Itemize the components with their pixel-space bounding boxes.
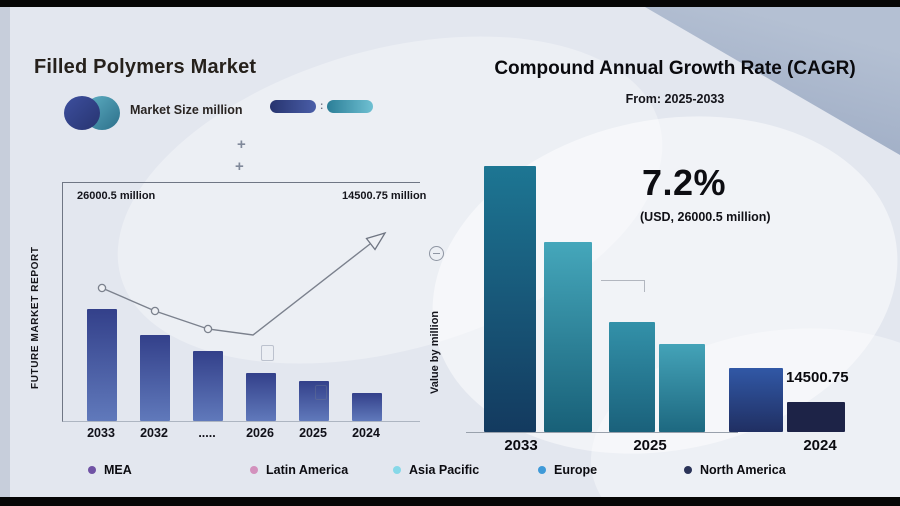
legend-dot-icon <box>393 466 401 474</box>
x-label-2024: 2024 <box>352 426 380 440</box>
cagr-x-label-2024: 2024 <box>803 437 837 454</box>
cagr-x-label-2033: 2033 <box>504 437 538 454</box>
cylinder-navy-half <box>64 96 100 130</box>
market-size-legend-label: Market Size million <box>130 103 243 117</box>
cagr-bar-2025-2 <box>659 344 705 432</box>
legend-item-europe: Europe <box>538 463 597 477</box>
cagr-bar-2033-2 <box>544 242 592 432</box>
x-label-.....: ..... <box>198 426 216 440</box>
cagr-caption: (USD, 26000.5 million) <box>640 210 771 224</box>
x-label-2025: 2025 <box>299 426 327 440</box>
top-border-strip <box>0 0 900 7</box>
cagr-bar-2033-1 <box>484 166 536 432</box>
value-label-2024: 14500.75 million <box>342 190 427 202</box>
watermark-icon <box>315 385 327 400</box>
plus-mark: + <box>237 136 246 153</box>
legend-item-mea: MEA <box>88 463 132 477</box>
teal-pill <box>327 100 374 113</box>
cagr-x-axis-line <box>466 432 738 433</box>
legend-dot-icon <box>250 466 258 474</box>
cagr-x-label-2025: 2025 <box>633 437 667 454</box>
cagr-title: Compound Annual Growth Rate (CAGR) <box>494 58 856 79</box>
legend-pills: : <box>270 100 374 113</box>
legend-label: North America <box>700 463 786 477</box>
legend-dot-icon <box>538 466 546 474</box>
cagr-subtitle: From: 2025-2033 <box>625 92 725 106</box>
pill-separator: : <box>320 101 324 112</box>
market-size-bar-2025 <box>299 381 329 421</box>
legend-label: Europe <box>554 463 598 477</box>
x-label-2032: 2032 <box>140 426 168 440</box>
x-label-2033: 2033 <box>87 426 115 440</box>
market-size-icon <box>64 96 122 130</box>
bottom-border-strip <box>0 497 900 506</box>
legend-item-latin-america: Latin America <box>250 463 348 477</box>
decorative-step-line <box>601 280 645 292</box>
cagr-value: 7.2% <box>642 162 727 203</box>
value-label-2033: 26000.5 million <box>77 190 156 202</box>
x-label-2026: 2026 <box>246 426 274 440</box>
market-size-bar-..... <box>193 351 223 421</box>
legend-item-north-america: North America <box>684 463 786 477</box>
legend-label: Latin America <box>266 463 349 477</box>
navy-pill <box>270 100 316 113</box>
plus-mark: + <box>235 158 244 175</box>
watermark-icon <box>261 345 274 361</box>
left-edge-band <box>0 7 10 497</box>
legend-dot-icon <box>88 466 96 474</box>
circle-minus-icon <box>429 246 444 261</box>
cagr-bar-2025-1 <box>609 322 655 432</box>
market-size-bars <box>63 183 420 421</box>
page-title: Filled Polymers Market <box>34 56 257 78</box>
cagr-bar-value-label: 14500.75 <box>786 369 849 386</box>
market-size-chart: 26000.5 million 14500.75 million <box>62 182 426 422</box>
market-size-bar-2032 <box>140 335 170 421</box>
market-size-x-axis: 2033 2032..... 2026 2025 2024 <box>62 426 420 444</box>
cagr-bar-2024-1 <box>729 368 783 432</box>
cagr-bar-2024-2 <box>787 402 845 432</box>
legend-label: Asia Pacific <box>409 463 480 477</box>
market-size-bar-2024 <box>352 393 382 421</box>
legend-dot-icon <box>684 466 692 474</box>
legend-item-asia-pacific: Asia Pacific <box>393 463 479 477</box>
market-size-bar-2026 <box>246 373 276 421</box>
legend-label: MEA <box>104 463 132 477</box>
